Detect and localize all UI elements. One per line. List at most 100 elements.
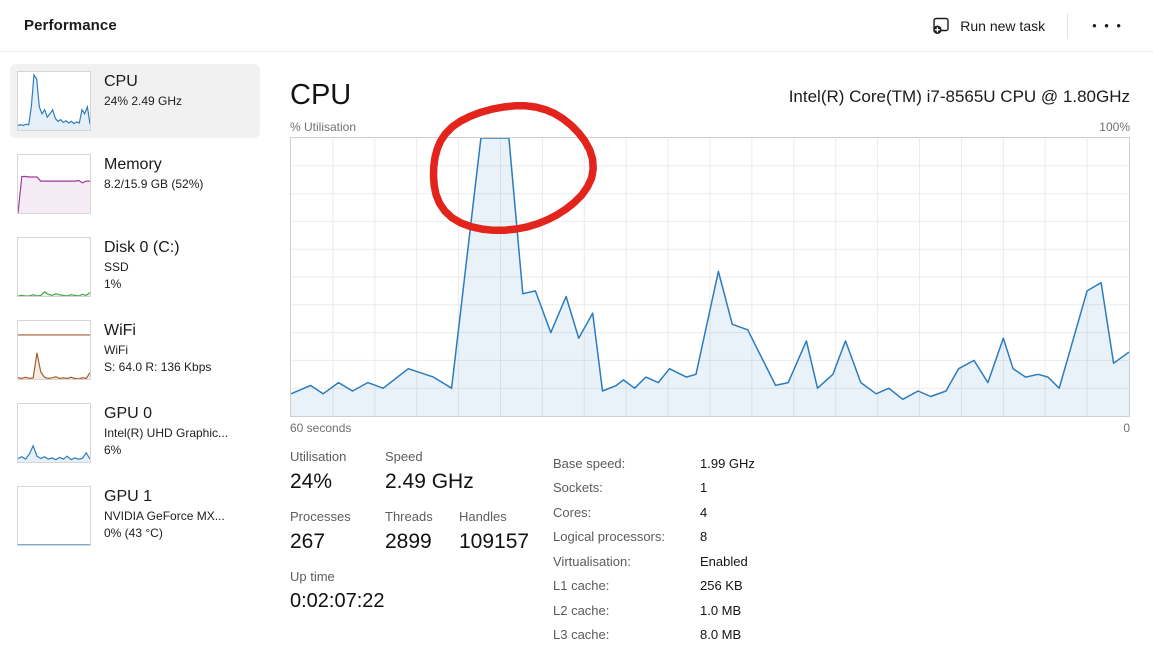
live-stats: Utilisation 24% Speed 2.49 GHz Processes 267 T… — [290, 449, 553, 647]
detail-row: L1 cache: 256 KB — [553, 574, 1130, 599]
chart-top-axis: % Utilisation 100% — [290, 120, 1130, 134]
detail-label: L2 cache: — [553, 602, 610, 618]
sidebar-item-title: GPU 1 — [104, 488, 153, 505]
sidebar-item-subtext: 24% 2.49 GHz — [104, 94, 183, 108]
stats-row: Up time 0:02:07:22 — [290, 569, 553, 613]
detail-row: Logical processors: 8 — [553, 525, 1130, 550]
stat-speed: Speed 2.49 GHz — [385, 449, 474, 494]
ellipsis-icon: • • • — [1092, 18, 1123, 33]
detail-value: 256 KB — [700, 578, 743, 594]
stat-value: 0:02:07:22 — [290, 590, 385, 612]
sidebar-item-subtext: NVIDIA GeForce MX... — [104, 509, 225, 523]
static-details: Base speed: 1.99 GHz Sockets: 1 Cores: 4 Logic… — [553, 449, 1130, 647]
cpu-utilisation-graph[interactable] — [290, 102, 1130, 417]
stats-row: Processes 267 Threads 2899 Handles 109157 — [290, 509, 553, 554]
mini-graph — [17, 154, 91, 214]
cpu-title: CPU — [290, 79, 352, 111]
run-new-task-label: Run new task — [960, 17, 1046, 34]
sidebar-item-title: CPU — [104, 73, 138, 90]
sidebar-item-subtext: S: 64.0 R: 136 Kbps — [104, 360, 212, 374]
page-title: Performance — [24, 17, 117, 34]
mini-graph — [17, 237, 91, 297]
y-axis-max-label: 100% — [1099, 120, 1130, 134]
cpu-model: Intel(R) Core(TM) i7-8565U CPU @ 1.80GHz — [788, 87, 1130, 106]
chart-bottom-axis: 60 seconds 0 — [290, 421, 1130, 435]
detail-value: 8.0 MB — [700, 627, 742, 643]
stat-processes: Processes 267 — [290, 509, 385, 554]
stat-label: Up time — [290, 569, 335, 584]
detail-value: Enabled — [700, 553, 748, 569]
sidebar-item-wifi[interactable]: WiFi WiFi S: 64.0 R: 136 Kbps — [10, 313, 260, 387]
sidebar-item-subtext: Intel(R) UHD Graphic... — [104, 426, 229, 440]
sidebar-item-subtext: 6% — [104, 443, 122, 457]
sidebar-item-subtext: 1% — [104, 277, 122, 291]
run-new-task-icon — [932, 16, 951, 35]
sidebar-item-subtext: WiFi — [104, 343, 128, 357]
mini-graph — [17, 320, 91, 380]
detail-row: Sockets: 1 — [553, 476, 1130, 501]
x-axis-label: 60 seconds — [290, 421, 352, 435]
detail-row: Base speed: 1.99 GHz — [553, 451, 1130, 476]
y-axis-label: % Utilisation — [290, 120, 357, 134]
sidebar-item-gpu-0[interactable]: GPU 0 Intel(R) UHD Graphic... 6% — [10, 396, 260, 470]
stat-value: 267 — [290, 530, 326, 553]
stat-label: Utilisation — [290, 449, 347, 464]
panel-header: CPU Intel(R) Core(TM) i7-8565U CPU @ 1.8… — [290, 78, 1130, 112]
detail-label: Logical processors: — [553, 529, 665, 545]
mini-graph — [17, 71, 91, 131]
run-new-task-button[interactable]: Run new task — [922, 9, 1055, 42]
detail-label: L1 cache: — [553, 578, 610, 594]
header: Performance Run new task • • • — [0, 0, 1153, 52]
sidebar-item-title: Memory — [104, 156, 162, 173]
sidebar-item-subtext: SSD — [104, 260, 129, 274]
more-options-button[interactable]: • • • — [1080, 12, 1135, 39]
sidebar-item-title: WiFi — [104, 322, 136, 339]
stat-value: 24% — [290, 470, 333, 493]
sidebar-item-cpu[interactable]: CPU 24% 2.49 GHz — [10, 64, 260, 138]
detail-value: 4 — [700, 504, 708, 520]
x-axis-min-label: 0 — [1123, 421, 1130, 435]
stat-label: Processes — [290, 509, 351, 524]
detail-label: Sockets: — [553, 480, 603, 496]
cpu-stats: Utilisation 24% Speed 2.49 GHz Processes 267 T… — [290, 449, 1130, 647]
sidebar-item-subtext: 0% (43 °C) — [104, 526, 163, 540]
stat-threads: Threads 2899 — [385, 509, 459, 554]
detail-row: Virtualisation: Enabled — [553, 549, 1130, 574]
detail-label: L3 cache: — [553, 627, 610, 643]
sidebar-item-memory[interactable]: Memory 8.2/15.9 GB (52%) — [10, 147, 260, 221]
detail-value: 8 — [700, 529, 708, 545]
sidebar-item-disk-0[interactable]: Disk 0 (C:) SSD 1% — [10, 230, 260, 304]
mini-graph — [17, 486, 91, 546]
header-actions: Run new task • • • — [922, 9, 1135, 42]
detail-value: 1 — [700, 480, 708, 496]
detail-row: Cores: 4 — [553, 500, 1130, 525]
performance-panel: CPU Intel(R) Core(TM) i7-8565U CPU @ 1.8… — [262, 60, 1153, 650]
stat-utilisation: Utilisation 24% — [290, 449, 385, 494]
content: CPU 24% 2.49 GHz Memory 8.2/15.9 GB (52%… — [0, 52, 1153, 650]
stat-label: Speed — [385, 449, 423, 464]
stat-label: Handles — [459, 509, 507, 524]
detail-label: Virtualisation: — [553, 553, 631, 569]
sidebar-item-subtext: 8.2/15.9 GB (52%) — [104, 177, 204, 191]
mini-graph — [17, 403, 91, 463]
stats-row: Utilisation 24% Speed 2.49 GHz — [290, 449, 553, 494]
cpu-graph-canvas — [291, 138, 1129, 416]
stat-value: 2899 — [385, 530, 432, 553]
detail-row: L3 cache: 8.0 MB — [553, 623, 1130, 648]
stat-value: 109157 — [459, 530, 530, 553]
stat-up-time: Up time 0:02:07:22 — [290, 569, 385, 613]
sidebar-item-gpu-1[interactable]: GPU 1 NVIDIA GeForce MX... 0% (43 °C) — [10, 479, 260, 553]
detail-value: 1.99 GHz — [700, 455, 755, 471]
sidebar-item-title: Disk 0 (C:) — [104, 239, 180, 256]
stat-label: Threads — [385, 509, 433, 524]
detail-row: L2 cache: 1.0 MB — [553, 598, 1130, 623]
sidebar: CPU 24% 2.49 GHz Memory 8.2/15.9 GB (52%… — [0, 60, 262, 650]
stat-value: 2.49 GHz — [385, 470, 474, 493]
detail-label: Cores: — [553, 504, 592, 520]
header-divider — [1067, 12, 1069, 39]
detail-value: 1.0 MB — [700, 602, 742, 618]
detail-label: Base speed: — [553, 455, 626, 471]
stat-handles: Handles 109157 — [459, 509, 529, 554]
sidebar-item-title: GPU 0 — [104, 405, 153, 422]
